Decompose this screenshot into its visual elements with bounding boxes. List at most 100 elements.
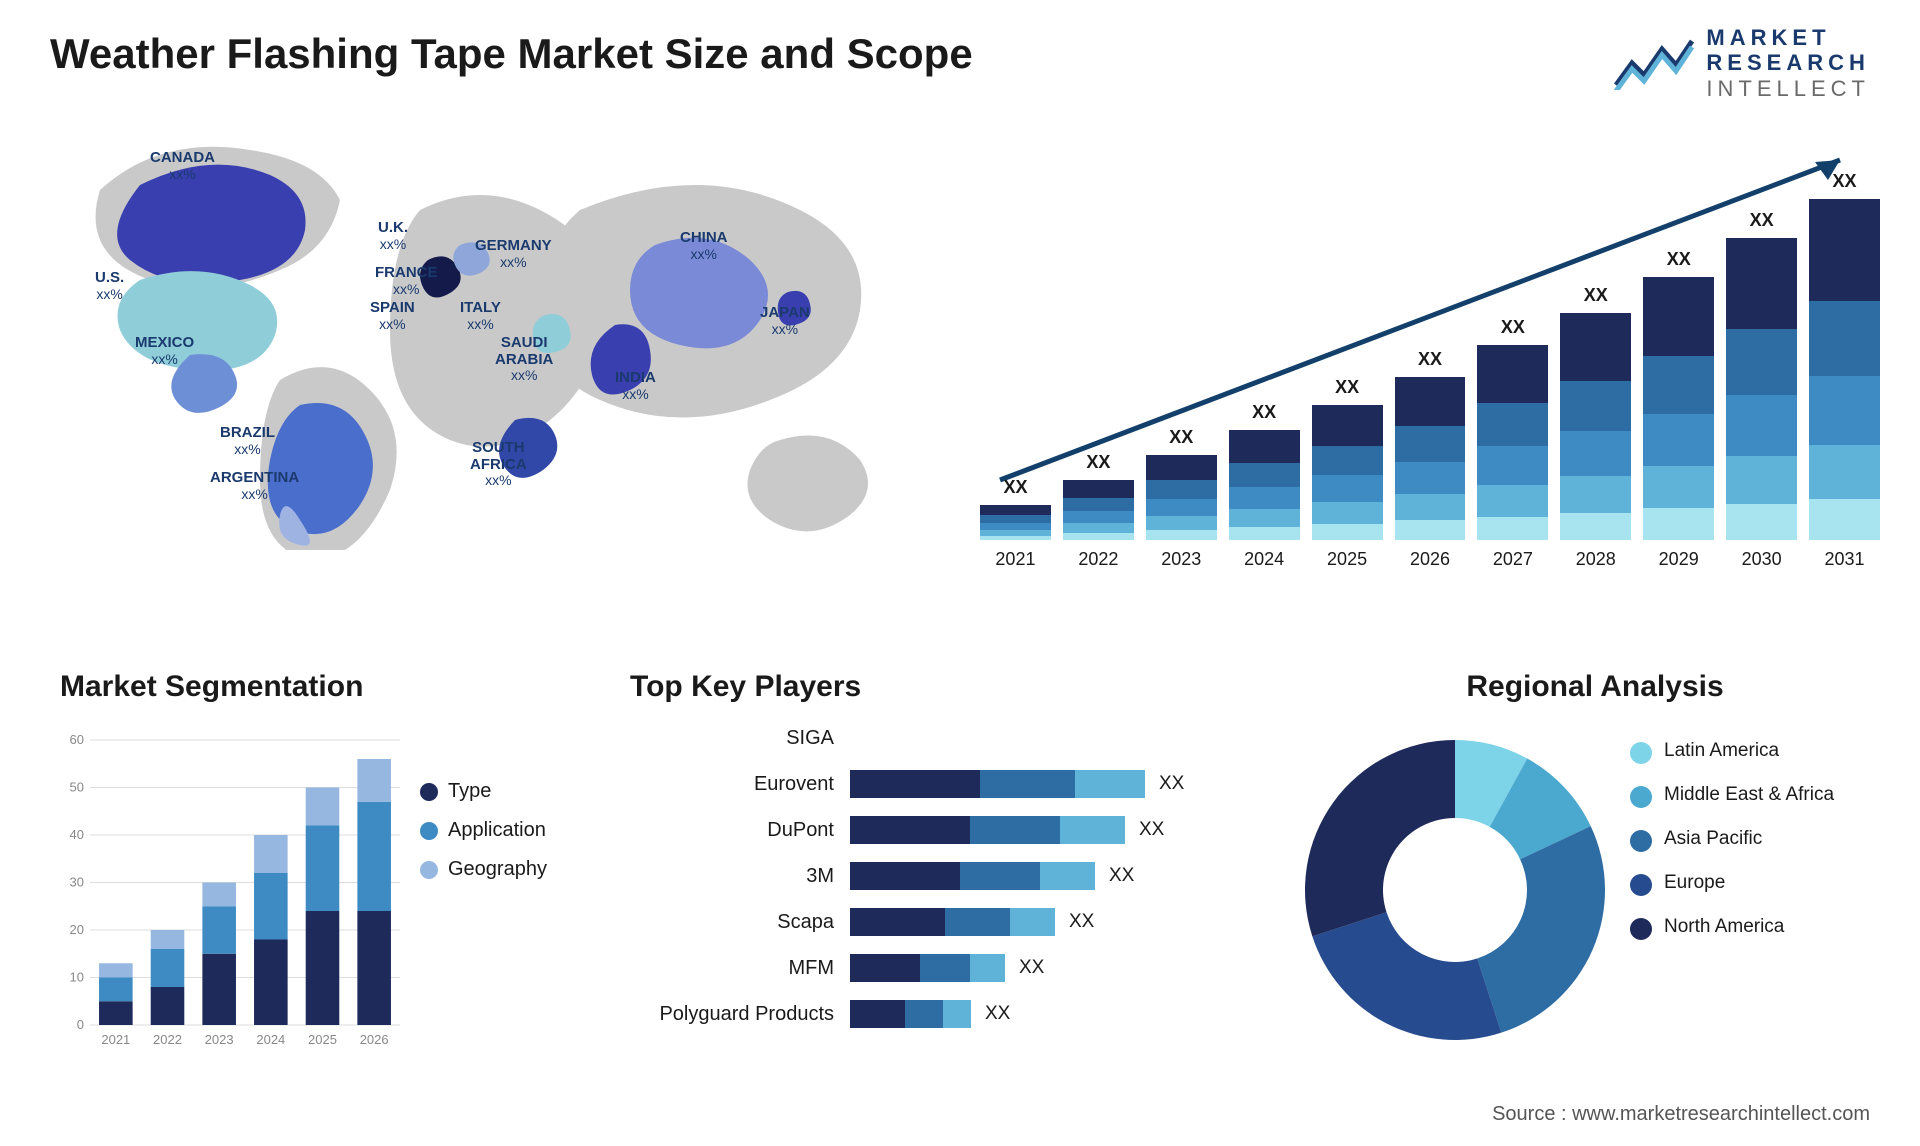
growth-bar: XX [1395, 377, 1466, 540]
player-bar [850, 1000, 971, 1028]
growth-bar-label: XX [1229, 402, 1300, 423]
regional-donut [1290, 725, 1620, 1055]
map-label: U.S.xx% [95, 270, 124, 302]
players-block: Top Key Players SIGAEuroventXXDuPontXX3M… [630, 670, 1270, 1070]
player-bar-seg [960, 862, 1040, 890]
donut-segment [1312, 912, 1501, 1040]
donut-segment [1477, 826, 1605, 1033]
map-label: SOUTHAFRICAxx% [470, 440, 527, 488]
player-row: ScapaXX [630, 899, 1270, 945]
seg-bar-seg [306, 911, 340, 1025]
growth-bar-seg [1229, 487, 1300, 509]
growth-year-label: 2028 [1560, 549, 1631, 570]
growth-bar-seg [1146, 530, 1217, 540]
player-bar-seg [945, 908, 1010, 936]
player-value: XX [1139, 819, 1164, 841]
regional-title: Regional Analysis [1290, 670, 1900, 704]
regional-legend-item: Latin America [1630, 740, 1834, 764]
page-title: Weather Flashing Tape Market Size and Sc… [50, 30, 973, 78]
growth-bar-seg [1146, 516, 1217, 530]
growth-bar-seg [1477, 345, 1548, 404]
growth-bar-seg [1809, 301, 1880, 376]
growth-bar-label: XX [1395, 349, 1466, 370]
regional-legend-item: Middle East & Africa [1630, 784, 1834, 808]
player-row: Polyguard Products XX [630, 991, 1270, 1037]
player-bar-seg [970, 816, 1060, 844]
growth-bar-label: XX [1477, 317, 1548, 338]
player-bar-seg [943, 1000, 971, 1028]
player-bar-seg [850, 954, 920, 982]
growth-bar-seg [1395, 462, 1466, 495]
growth-bar-label: XX [1146, 427, 1217, 448]
growth-bar-seg [1809, 199, 1880, 301]
growth-year-label: 2022 [1063, 549, 1134, 570]
seg-bar-seg [357, 759, 391, 802]
growth-bar-seg [1146, 499, 1217, 516]
world-map: CANADAxx%U.S.xx%MEXICOxx%BRAZILxx%ARGENT… [40, 120, 940, 550]
growth-bar-label: XX [1809, 171, 1880, 192]
growth-bar-seg [1560, 476, 1631, 512]
seg-bar-seg [99, 978, 133, 1002]
map-label: SAUDIARABIAxx% [495, 335, 553, 383]
seg-year-label: 2023 [205, 1032, 234, 1047]
growth-year-label: 2031 [1809, 549, 1880, 570]
growth-bar-seg [1063, 523, 1134, 533]
player-name: Polyguard Products [630, 1003, 850, 1026]
growth-bar-label: XX [980, 477, 1051, 498]
growth-bar: XX [980, 505, 1051, 540]
growth-year-label: 2026 [1395, 549, 1466, 570]
player-row: EuroventXX [630, 761, 1270, 807]
player-name: Scapa [630, 911, 850, 934]
growth-bar-seg [1560, 313, 1631, 381]
seg-bar-seg [254, 835, 288, 873]
players-title: Top Key Players [630, 670, 1270, 704]
growth-bar-seg [1643, 466, 1714, 508]
map-label: SPAINxx% [370, 300, 415, 332]
seg-bar-seg [254, 940, 288, 1026]
player-bar-seg [850, 862, 960, 890]
brand-logo: MARKET RESEARCH INTELLECT [1614, 25, 1870, 101]
map-label: FRANCExx% [375, 265, 438, 297]
growth-year-label: 2030 [1726, 549, 1797, 570]
logo-line2: RESEARCH [1706, 50, 1870, 75]
seg-bar-seg [306, 826, 340, 912]
growth-year-label: 2021 [980, 549, 1051, 570]
player-row: 3M XX [630, 853, 1270, 899]
map-label: INDIAxx% [615, 370, 656, 402]
growth-bar-seg [1146, 455, 1217, 481]
map-label: JAPANxx% [760, 305, 810, 337]
player-value: XX [1109, 865, 1134, 887]
growth-bar: XX [1726, 238, 1797, 540]
logo-mark-icon [1614, 35, 1694, 90]
growth-chart: XXXXXXXXXXXXXXXXXXXXXX 20212022202320242… [980, 140, 1880, 570]
map-label: BRAZILxx% [220, 425, 275, 457]
svg-text:10: 10 [70, 970, 84, 985]
growth-bar-seg [1395, 426, 1466, 462]
logo-line3: INTELLECT [1706, 76, 1870, 101]
growth-bar-seg [1726, 456, 1797, 504]
player-name: 3M [630, 865, 850, 888]
seg-bar-seg [202, 954, 236, 1025]
regional-legend: Latin AmericaMiddle East & AfricaAsia Pa… [1630, 740, 1834, 960]
growth-bar-seg [1395, 494, 1466, 520]
growth-bar-seg [980, 523, 1051, 530]
growth-bar-seg [1560, 431, 1631, 476]
seg-bar-seg [99, 1001, 133, 1025]
growth-bar-label: XX [1560, 285, 1631, 306]
seg-year-label: 2024 [256, 1032, 285, 1047]
growth-bar-seg [1726, 504, 1797, 540]
player-value: XX [985, 1003, 1010, 1025]
growth-bar-seg [980, 536, 1051, 540]
growth-bar-seg [1229, 509, 1300, 527]
svg-text:20: 20 [70, 922, 84, 937]
growth-bar: XX [1146, 455, 1217, 540]
growth-year-label: 2029 [1643, 549, 1714, 570]
logo-line1: MARKET [1706, 25, 1870, 50]
growth-bar-seg [1395, 377, 1466, 426]
growth-bar-seg [1063, 533, 1134, 540]
seg-bar-seg [151, 949, 185, 987]
seg-bar-seg [99, 963, 133, 977]
players-list: SIGAEuroventXXDuPontXX3MXXScapaXXMFMXXPo… [630, 715, 1270, 1037]
player-bar-seg [850, 908, 945, 936]
growth-bar-seg [1643, 356, 1714, 414]
